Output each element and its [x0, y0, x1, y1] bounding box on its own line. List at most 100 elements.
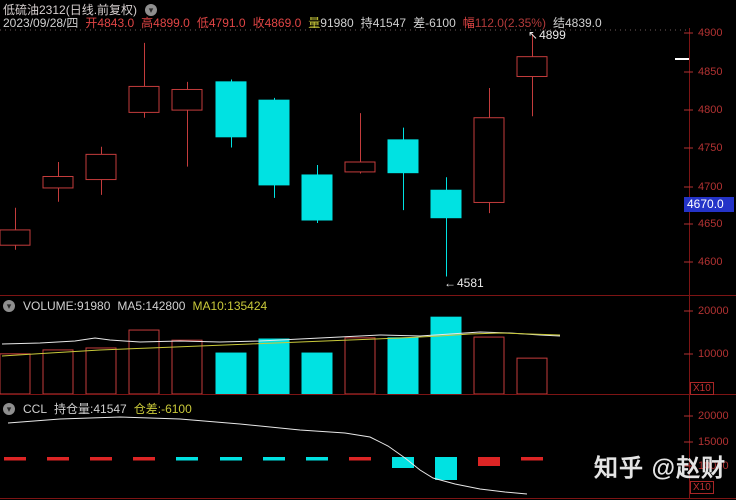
field-value: 135424: [227, 299, 268, 313]
field-label: 持仓量:: [54, 402, 94, 416]
annotation-arrow-icon: ↖: [528, 28, 539, 42]
field-value: 41547: [93, 402, 127, 416]
candle-body: [301, 174, 333, 221]
field-label: VOLUME:: [23, 299, 78, 313]
readout-field: MA10:135424: [192, 299, 267, 313]
candle-body: [430, 189, 462, 219]
volume-bar: [215, 352, 247, 395]
open-interest-diff-bar: [521, 457, 543, 461]
candle-body: [387, 139, 419, 174]
volume-bar: [85, 347, 117, 395]
title-bar: 低硫油2312(日线.前复权) ▾: [3, 1, 158, 18]
candle-body: [42, 176, 74, 189]
readout-field: 持仓量:41547: [54, 400, 127, 417]
volume-bar: [258, 338, 290, 395]
field-value: 4791.0: [208, 16, 246, 30]
price-axis-label: 4700: [698, 181, 723, 193]
ccl-collapse-icon[interactable]: ▾: [3, 402, 15, 415]
price-axis-label: 4600: [698, 256, 723, 268]
volume-bar: [171, 339, 203, 395]
field-label: CCL: [23, 401, 48, 416]
field-value: 41547: [372, 16, 407, 30]
price-axis-label: 4800: [698, 104, 723, 116]
field-value: 91980: [320, 16, 354, 30]
field-value: 4899.0: [153, 16, 190, 30]
open-interest-diff-bar: [478, 457, 500, 466]
ccl-axis-multiplier: X10: [690, 481, 714, 494]
price-axis-label: 4750: [698, 142, 723, 154]
open-interest-diff-bar: [349, 457, 371, 461]
field-label: 持: [360, 16, 373, 30]
title-collapse-icon[interactable]: ▾: [145, 3, 158, 16]
field-label: 差: [413, 16, 426, 30]
field-value: 142800: [145, 299, 186, 313]
axis-highlight-price: 4670.0: [684, 197, 734, 212]
annotation-text: 4581: [457, 276, 484, 290]
readout-field: 高4899.0: [141, 14, 190, 31]
volume-bar: [387, 337, 419, 395]
field-value: 91980: [77, 299, 111, 313]
readout-field: 幅112.0(2.35%): [463, 14, 546, 31]
price-annotation: ←4581: [444, 276, 484, 290]
volume-axis-label: 10000: [698, 348, 729, 360]
readout-field: 持41547: [361, 14, 406, 31]
field-value: 2023/09/28/四: [3, 16, 79, 30]
volume-bar: [344, 337, 376, 395]
price-axis-label: 4850: [698, 66, 723, 78]
field-label: MA10:: [192, 299, 228, 313]
candle-body: [258, 99, 290, 186]
readout-field: 低4791.0: [197, 14, 246, 31]
field-value: -6100: [425, 16, 456, 30]
field-label: 开: [85, 16, 98, 30]
candle-body: [171, 88, 203, 111]
ccl-axis-label: 20000: [698, 410, 729, 422]
open-interest-line: [7, 416, 528, 495]
candle-body: [516, 56, 548, 78]
watermark: 知乎 @赵财: [594, 455, 727, 482]
field-value: 4843.0: [97, 16, 135, 30]
open-interest-diff-bar: [176, 457, 198, 461]
ccl-axis-label: 10000: [698, 460, 729, 472]
field-value: -6100: [161, 402, 192, 416]
candle-body: [473, 117, 505, 203]
field-label: 收: [252, 16, 265, 30]
readout-field: 量91980: [308, 14, 353, 31]
field-label: 幅: [462, 16, 475, 30]
price-axis-label: 4900: [698, 27, 723, 39]
open-interest-diff-bar: [263, 457, 285, 461]
volume-collapse-icon[interactable]: ▾: [3, 300, 15, 312]
candle-body: [215, 81, 247, 138]
price-annotation: ↖4899: [528, 28, 566, 42]
candle-body: [85, 153, 117, 181]
readout-field: 差-6100: [413, 14, 456, 31]
open-interest-diff-bar: [220, 457, 242, 461]
volume-axis-label: 20000: [698, 305, 729, 317]
readout-field: MA5:142800: [117, 299, 185, 313]
volume-readout: VOLUME:91980 MA5:142800 MA10:135424: [23, 299, 267, 313]
candle-body: [344, 161, 376, 173]
volume-bar: [430, 316, 462, 395]
annotation-text: 4899: [539, 28, 566, 42]
field-label: 高: [141, 16, 154, 30]
readout-field: 结4839.0: [553, 14, 602, 31]
field-label: 量: [308, 16, 321, 30]
readout-field: CCL: [23, 402, 47, 416]
volume-axis-multiplier: X10: [690, 382, 714, 395]
volume-bar: [128, 329, 160, 395]
readout-field: 收4869.0: [253, 14, 302, 31]
open-interest-diff-bar: [435, 457, 457, 480]
volume-bar: [473, 336, 505, 395]
price-axis-label: 4650: [698, 218, 723, 230]
quote-readout-bar: 2023/09/28/四 开4843.0 高4899.0 低4791.0 收4869.0…: [3, 14, 602, 31]
open-interest-diff-bar: [4, 457, 26, 461]
volume-bar: [516, 357, 548, 395]
volume-ma5-line: [1, 331, 561, 345]
volume-bar: [0, 353, 31, 395]
open-interest-diff-bar: [392, 457, 414, 468]
field-value: 4839.0: [564, 16, 602, 30]
open-interest-diff-bar: [90, 457, 112, 461]
ccl-readout: CCL 持仓量:41547 仓差:-6100: [23, 400, 192, 417]
field-label: 低: [196, 16, 209, 30]
